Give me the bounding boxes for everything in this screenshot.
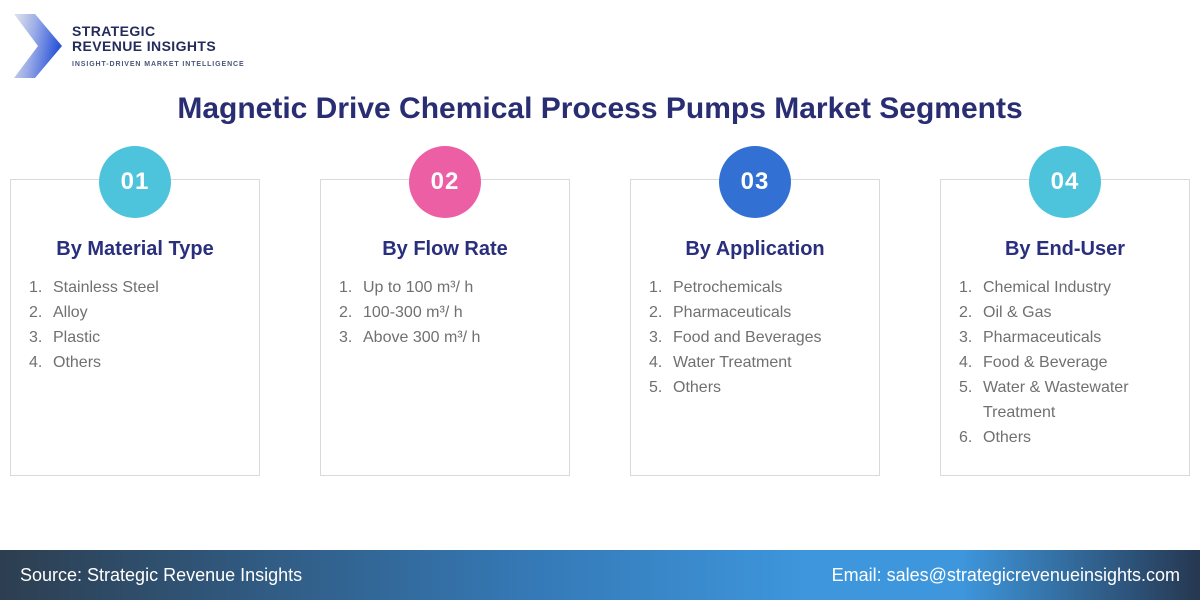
list-item-label: Oil & Gas: [983, 304, 1052, 321]
list-item: 2. Oil & Gas: [959, 300, 1183, 325]
list-item: 2. 100-300 m³/ h: [339, 300, 563, 325]
list-item-label: Chemical Industry: [983, 279, 1112, 296]
segment-cards-row: 01 By Material Type 1. Stainless Steel 2. All…: [10, 146, 1190, 476]
list-item: 1. Chemical Industry: [959, 275, 1183, 300]
page-title: Magnetic Drive Chemical Process Pumps Ma…: [177, 92, 1023, 125]
segment-heading: By End-User: [1004, 238, 1126, 260]
list-item-number: 5.: [649, 379, 663, 396]
list-item-label: Food & Beverage: [983, 354, 1108, 371]
list-item-number: 6.: [959, 429, 973, 446]
list-item: 4. Food & Beverage: [959, 350, 1183, 375]
footer-bar: Source: Strategic Revenue Insights Email…: [0, 550, 1200, 600]
list-item-number: 2.: [959, 304, 973, 321]
list-item-number: 1.: [339, 279, 353, 296]
list-item-label: Others: [53, 354, 102, 371]
footer-source-text: Source: Strategic Revenue Insights: [20, 564, 303, 585]
list-item-number: 4.: [959, 354, 973, 371]
list-item: 4. Water Treatment: [649, 350, 873, 375]
segment-card-01: 01 By Material Type 1. Stainless Steel 2. All…: [10, 146, 260, 476]
list-item-label: Food and Beverages: [673, 329, 822, 346]
segment-item-list: 1. Up to 100 m³/ h 2. 100-300 m³/ h 3. Above …: [321, 275, 569, 350]
list-item-label: Alloy: [53, 304, 88, 321]
list-item-label: Plastic: [53, 329, 101, 346]
logo-tagline: INSIGHT-DRIVEN MARKET INTELLIGENCE: [72, 61, 245, 68]
company-logo: STRATEGIC REVENUE INSIGHTS INSIGHT-DRIVE…: [14, 14, 245, 78]
list-item-label: Others: [673, 379, 722, 396]
logo-text-block: STRATEGIC REVENUE INSIGHTS INSIGHT-DRIVE…: [72, 23, 245, 69]
list-item-number: 2.: [29, 304, 43, 321]
list-item-label: Above 300 m³/ h: [363, 329, 481, 346]
segment-heading: By Material Type: [56, 238, 214, 260]
list-item-number: 4.: [29, 354, 43, 371]
segment-card-04: 04 By End-User 1. Chemical Industry 2. Oil & …: [940, 146, 1190, 476]
list-item: 1. Up to 100 m³/ h: [339, 275, 563, 300]
list-item-label: Pharmaceuticals: [673, 304, 792, 321]
segment-card-03: 03 By Application 1. Petrochemicals 2. Pharma…: [630, 146, 880, 476]
list-item-number: 1.: [649, 279, 663, 296]
list-item-label: 100-300 m³/ h: [363, 304, 463, 321]
list-item-number: 5.: [959, 379, 973, 396]
list-item: 5. Water & Wastewater Treatment: [959, 375, 1183, 425]
segment-number-badge: 04: [1029, 146, 1101, 218]
list-item-label: Up to 100 m³/ h: [363, 279, 474, 296]
list-item-number: 3.: [339, 329, 353, 346]
segment-card-02: 02 By Flow Rate 1. Up to 100 m³/ h 2. 100-300…: [320, 146, 570, 476]
logo-name-line1: STRATEGIC: [72, 23, 156, 39]
list-item-number: 4.: [649, 354, 663, 371]
segment-number-badge: 02: [409, 146, 481, 218]
list-item: 2. Alloy: [29, 300, 253, 325]
logo-name-line2: REVENUE INSIGHTS: [72, 38, 217, 54]
chevron-arrow-logo-icon: [14, 14, 62, 78]
segment-number-badge: 03: [719, 146, 791, 218]
list-item-label: Stainless Steel: [53, 279, 159, 296]
list-item: 3. Food and Beverages: [649, 325, 873, 350]
list-item: 4. Others: [29, 350, 253, 375]
segment-item-list: 1. Chemical Industry 2. Oil & Gas 3. Pharmace…: [941, 275, 1189, 450]
list-item-number: 2.: [649, 304, 663, 321]
segment-heading: By Flow Rate: [382, 238, 508, 260]
list-item: 5. Others: [649, 375, 873, 400]
segment-heading: By Application: [685, 238, 825, 260]
list-item: 1. Petrochemicals: [649, 275, 873, 300]
list-item: 3. Plastic: [29, 325, 253, 350]
list-item-number: 3.: [649, 329, 663, 346]
list-item-number: 3.: [959, 329, 973, 346]
list-item-number: 3.: [29, 329, 43, 346]
list-item: 2. Pharmaceuticals: [649, 300, 873, 325]
list-item-label: Water Treatment: [673, 354, 792, 371]
segment-number-badge: 01: [99, 146, 171, 218]
segment-item-list: 1. Stainless Steel 2. Alloy 3. Plastic 4. Other…: [11, 275, 259, 375]
list-item-number: 1.: [959, 279, 973, 296]
list-item-label: Others: [983, 429, 1032, 446]
list-item-label: Water & Wastewater Treatment: [983, 379, 1129, 421]
list-item: 3. Above 300 m³/ h: [339, 325, 563, 350]
list-item-label: Pharmaceuticals: [983, 329, 1102, 346]
list-item-number: 1.: [29, 279, 43, 296]
list-item-label: Petrochemicals: [673, 279, 783, 296]
list-item: 6. Others: [959, 425, 1183, 450]
list-item-number: 2.: [339, 304, 353, 321]
segment-item-list: 1. Petrochemicals 2. Pharmaceuticals 3. Food …: [631, 275, 879, 400]
list-item: 1. Stainless Steel: [29, 275, 253, 300]
list-item: 3. Pharmaceuticals: [959, 325, 1183, 350]
footer-email-text: Email: sales@strategicrevenueinsights.co…: [831, 564, 1180, 585]
